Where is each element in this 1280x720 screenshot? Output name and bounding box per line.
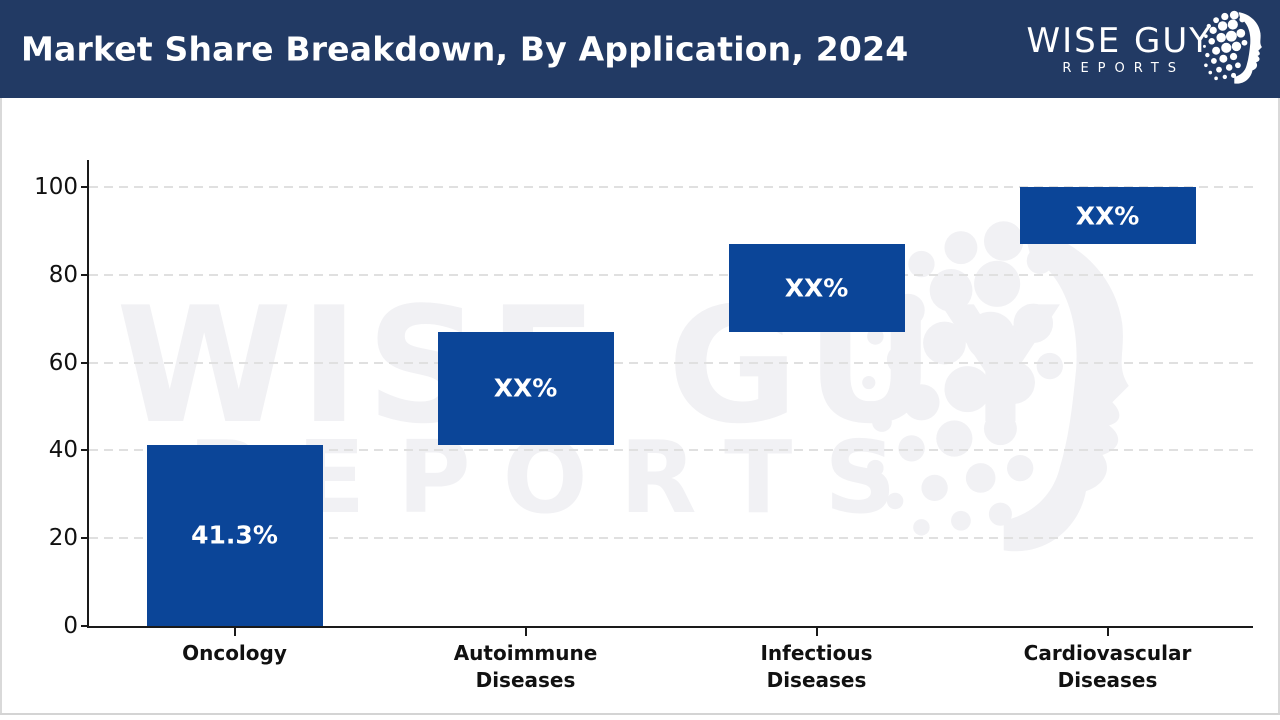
bar-value-label: XX% xyxy=(784,273,849,303)
bar-segment xyxy=(437,331,614,445)
brand-logo-text: WISE GUY REPORTS xyxy=(1026,20,1212,77)
y-tick-label-100: 100 xyxy=(34,174,78,200)
page-title: Market Share Breakdown, By Application, … xyxy=(21,29,909,69)
gridline-100 xyxy=(89,186,1253,188)
brand-name: WISE GUY xyxy=(1026,20,1212,61)
x-category-label: Infectious Diseases xyxy=(760,641,873,692)
y-tick-label-80: 80 xyxy=(48,261,78,288)
y-tick-20 xyxy=(81,537,89,540)
x-category-label: Oncology xyxy=(182,641,287,665)
bottom-divider xyxy=(0,713,1280,715)
gridline-60 xyxy=(89,361,1253,364)
y-tick-60 xyxy=(81,361,89,364)
y-tick-label-60: 60 xyxy=(48,349,78,376)
x-tick xyxy=(233,628,236,636)
y-tick-label-40: 40 xyxy=(48,437,78,464)
page-edge-left xyxy=(0,98,2,714)
bar-value-label: XX% xyxy=(493,373,558,403)
x-tick xyxy=(1106,628,1109,636)
page-edge-right xyxy=(1278,98,1280,714)
x-tick xyxy=(815,628,818,636)
y-tick-label-20: 20 xyxy=(48,525,78,552)
y-tick-100 xyxy=(81,186,89,188)
y-axis-line xyxy=(87,160,89,628)
bar-value-label: 41.3% xyxy=(191,520,278,550)
brand-subname: REPORTS xyxy=(1062,61,1186,77)
brand-logo: WISE GUY REPORTS xyxy=(1026,6,1272,94)
gridline-20 xyxy=(89,537,1253,540)
bar-segment xyxy=(146,444,323,626)
x-category-label: Cardiovascular Diseases xyxy=(1023,641,1192,692)
gridline-80 xyxy=(89,273,1253,276)
x-axis-line xyxy=(87,626,1253,628)
x-category-label: Autoimmune Diseases xyxy=(453,641,598,692)
y-tick-80 xyxy=(81,273,89,276)
gridline-40 xyxy=(89,449,1253,452)
x-tick xyxy=(524,628,527,636)
y-tick-40 xyxy=(81,449,89,452)
y-tick-label-0: 0 xyxy=(63,613,78,639)
bar-value-label: XX% xyxy=(1075,201,1140,231)
header-bar: Market Share Breakdown, By Application, … xyxy=(0,0,1280,98)
y-tick-0 xyxy=(81,625,89,627)
